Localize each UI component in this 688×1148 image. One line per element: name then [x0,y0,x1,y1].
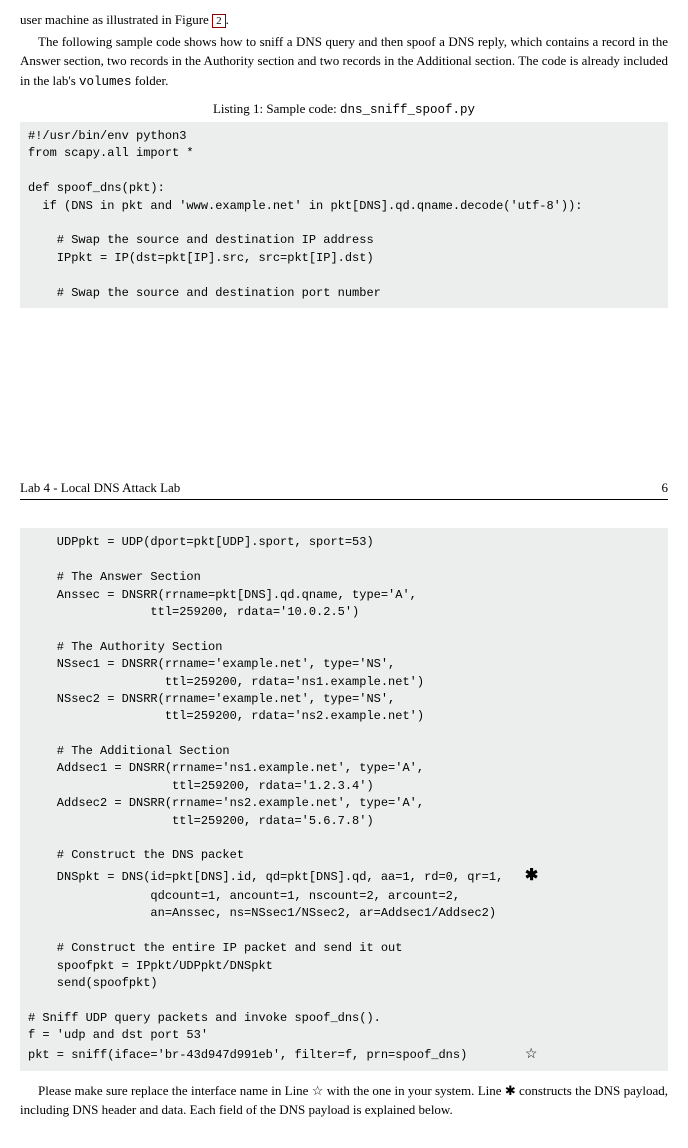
code2b-content: qdcount=1, ancount=1, nscount=2, arcount… [28,889,525,1062]
page-number: 6 [662,478,669,498]
listing-label: Listing 1: Sample code: [213,101,340,116]
partial-text: user machine as illustrated in Figure [20,12,209,27]
page-header: Lab 4 - Local DNS Attack Lab 6 [20,478,668,501]
code-block-2: UDPpkt = UDP(dport=pkt[UDP].sport, sport… [20,528,668,1070]
open-star-marker: ☆ [525,1047,538,1063]
code-block-1: #!/usr/bin/env python3 from scapy.all im… [20,122,668,308]
lab-title: Lab 4 - Local DNS Attack Lab [20,478,180,498]
code2a-content: UDPpkt = UDP(dport=pkt[UDP].sport, sport… [28,535,525,883]
star-marker: ✱ [525,867,538,885]
explain-paragraph: Please make sure replace the interface n… [20,1081,668,1120]
volumes-code: volumes [79,75,132,89]
para1-end: folder. [132,73,169,88]
figure-ref: 2 [212,14,226,28]
code1-content: #!/usr/bin/env python3 from scapy.all im… [28,129,583,300]
page-5-fragment: user machine as illustrated in Figure 2.… [0,0,688,328]
para2-text: Please make sure replace the interface n… [20,1083,668,1118]
listing-filename: dns_sniff_spoof.py [340,103,475,117]
listing-1-title: Listing 1: Sample code: dns_sniff_spoof.… [20,99,668,120]
intro-paragraph: The following sample code shows how to s… [20,32,668,92]
page-break [0,328,688,468]
partial-top-line: user machine as illustrated in Figure 2. [20,10,668,30]
page-6: Lab 4 - Local DNS Attack Lab 6 UDPpkt = … [0,468,688,1148]
